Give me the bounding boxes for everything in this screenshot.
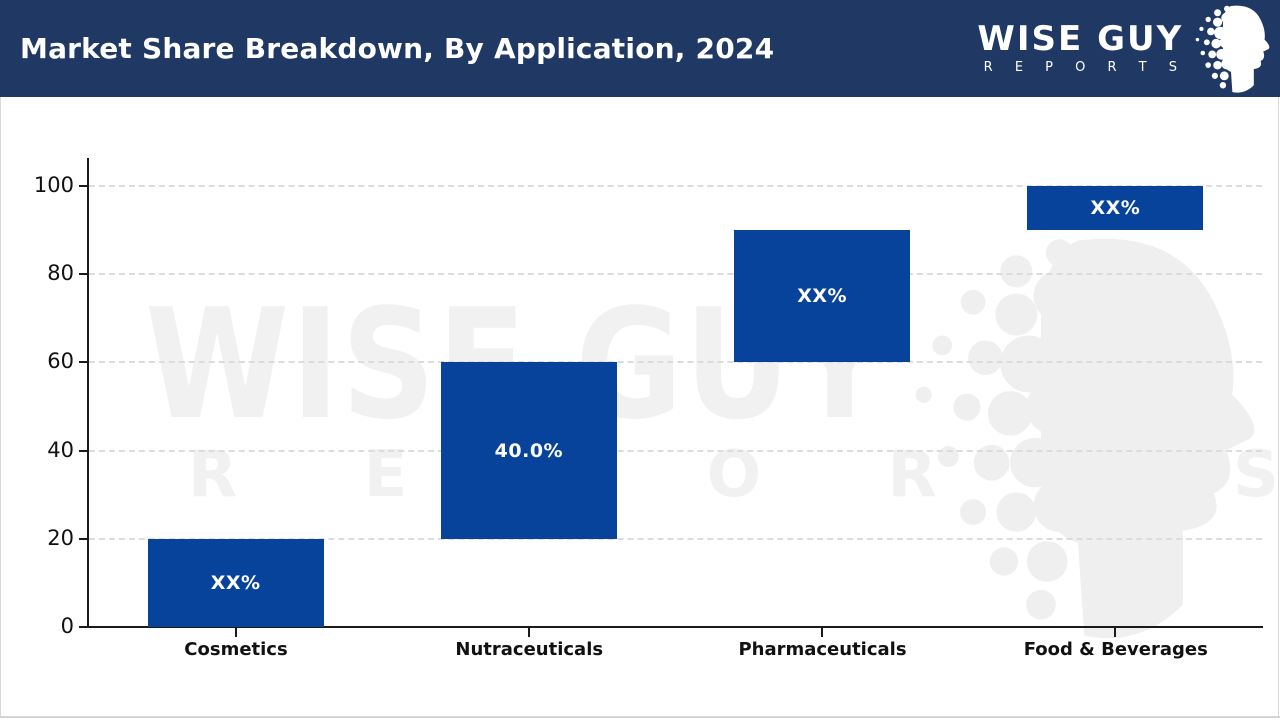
- y-tick-label-60: 60: [47, 349, 74, 374]
- y-tick-mark-40: [79, 449, 87, 452]
- brand-subtitle: R E P O R T S: [983, 59, 1186, 75]
- gridline-80: [89, 273, 1262, 276]
- gridline-20: [89, 537, 1262, 540]
- brand-logo: WISE GUY R E P O R T S: [975, 0, 1280, 97]
- x-tick-mark-0: [234, 628, 237, 637]
- x-category-label-0: Cosmetics: [184, 639, 288, 660]
- gridline-100: [89, 185, 1262, 187]
- bottom-border-line: [0, 716, 1280, 718]
- y-tick-mark-100: [79, 185, 87, 187]
- x-category-label-3: Food & Beverages: [1023, 639, 1208, 660]
- x-category-label-1: Nutraceuticals: [455, 639, 604, 660]
- bar-value-label: 40.0%: [494, 439, 564, 462]
- y-tick-label-40: 40: [47, 437, 74, 462]
- bar-value-label: XX%: [797, 285, 848, 308]
- gridline-40: [89, 449, 1262, 452]
- bar-value-label: XX%: [210, 571, 261, 594]
- y-tick-mark-0: [79, 626, 87, 628]
- y-tick-label-0: 0: [60, 614, 74, 638]
- brand-name: WISE GUY: [977, 19, 1184, 60]
- y-tick-label-20: 20: [47, 525, 74, 550]
- x-tick-mark-3: [1114, 628, 1117, 637]
- left-border-line: [0, 97, 1, 716]
- brand-head-icon: [1190, 2, 1272, 96]
- y-tick-label-80: 80: [47, 261, 74, 286]
- bar-cosmetics: XX%: [147, 538, 324, 627]
- x-tick-mark-1: [527, 628, 530, 637]
- bar-pharmaceuticals: XX%: [734, 230, 911, 363]
- page-title: Market Share Breakdown, By Application, …: [20, 32, 775, 65]
- y-axis-line: [87, 158, 89, 628]
- x-tick-mark-2: [821, 628, 824, 637]
- x-category-label-2: Pharmaceuticals: [738, 639, 907, 660]
- y-tick-label-100: 100: [33, 173, 74, 197]
- bar-value-label: XX%: [1090, 197, 1141, 220]
- y-tick-mark-80: [79, 273, 87, 276]
- bar-nutraceuticals: 40.0%: [440, 362, 617, 539]
- gridline-60: [89, 361, 1262, 364]
- y-tick-mark-20: [79, 537, 87, 540]
- header-banner: Market Share Breakdown, By Application, …: [0, 0, 1280, 97]
- right-border-line: [1278, 97, 1279, 716]
- y-tick-mark-60: [79, 361, 87, 364]
- watermark-head-icon: [878, 222, 1278, 654]
- brand-logo-text: WISE GUY R E P O R T S: [975, 19, 1186, 75]
- bar-food-beverages: XX%: [1027, 186, 1204, 231]
- x-axis-line: [87, 626, 1263, 628]
